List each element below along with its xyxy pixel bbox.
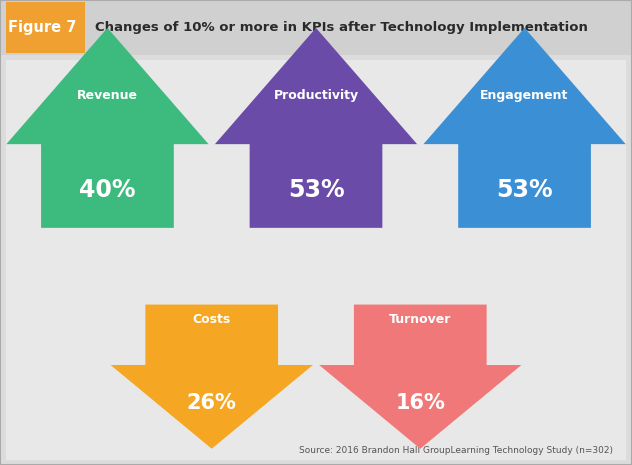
FancyBboxPatch shape: [6, 60, 626, 460]
Text: 53%: 53%: [496, 178, 553, 202]
Text: Productivity: Productivity: [274, 89, 358, 102]
Text: 16%: 16%: [396, 392, 445, 413]
Polygon shape: [215, 28, 417, 228]
FancyBboxPatch shape: [0, 0, 632, 55]
Text: Source: 2016 Brandon Hall GroupLearning Technology Study (n=302): Source: 2016 Brandon Hall GroupLearning …: [299, 446, 613, 455]
Text: Costs: Costs: [193, 313, 231, 326]
Text: 26%: 26%: [187, 392, 236, 413]
Text: Figure 7: Figure 7: [8, 20, 77, 35]
Text: Engagement: Engagement: [480, 89, 569, 102]
Text: 40%: 40%: [79, 178, 136, 202]
Text: Revenue: Revenue: [77, 89, 138, 102]
Text: Turnover: Turnover: [389, 313, 451, 326]
Text: Changes of 10% or more in KPIs after Technology Implementation: Changes of 10% or more in KPIs after Tec…: [95, 21, 588, 34]
Polygon shape: [6, 28, 209, 228]
Polygon shape: [423, 28, 626, 228]
Text: 53%: 53%: [288, 178, 344, 202]
Polygon shape: [111, 305, 313, 449]
FancyBboxPatch shape: [6, 2, 85, 53]
Polygon shape: [319, 305, 521, 449]
